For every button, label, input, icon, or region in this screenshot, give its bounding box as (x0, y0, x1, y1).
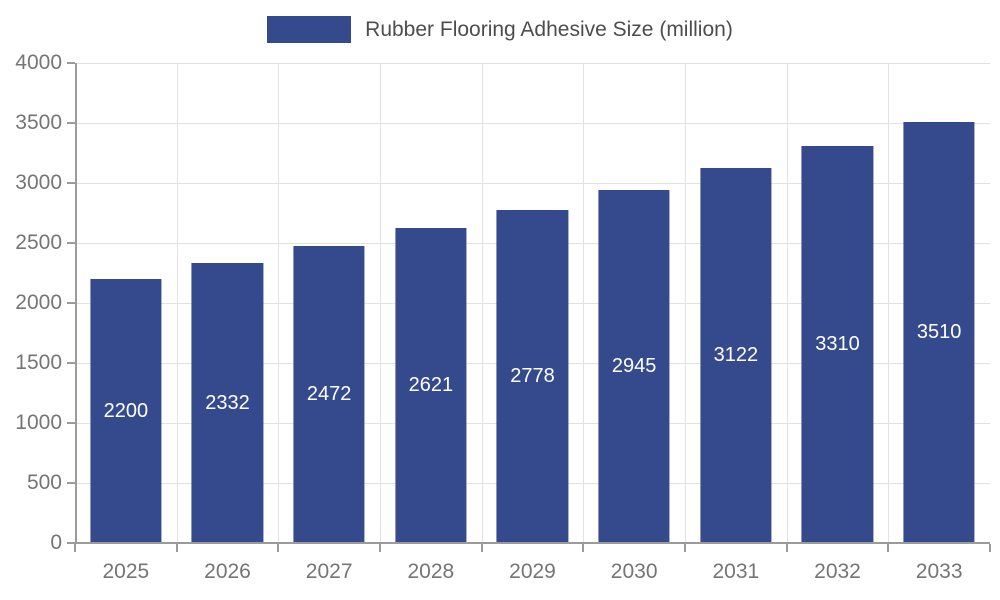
x-axis-tick (684, 544, 686, 552)
y-axis-tick-label: 3000 (15, 171, 62, 194)
x-axis-tick (785, 544, 788, 552)
bar-slot: 3510 (888, 63, 990, 543)
legend-label: Rubber Flooring Adhesive Size (million) (365, 17, 733, 41)
y-axis-tick-label: 0 (50, 531, 62, 554)
gridline-horizontal (75, 123, 990, 124)
plot-area: 2200 2332 2472 2621 2778 2945 3122 3310 3510 (75, 63, 990, 543)
bar-2027: 2472 (293, 246, 365, 543)
y-axis-tick-label: 2000 (15, 291, 62, 314)
y-axis-tick (67, 242, 75, 244)
bar-2030: 2945 (598, 189, 670, 543)
bar-slot: 2200 (75, 63, 177, 543)
x-axis-category-label: 2026 (204, 560, 251, 583)
bar-value-label: 3122 (713, 344, 759, 367)
bar-value-label: 3310 (815, 332, 860, 355)
x-axis-tick (277, 544, 280, 552)
y-axis-tick (67, 62, 75, 64)
x-axis-tick (480, 544, 483, 552)
bar-value-label: 3510 (916, 320, 962, 343)
bar-value-label: 2621 (408, 374, 454, 397)
gridline-vertical (888, 63, 890, 543)
x-axis-category-label: 2032 (814, 560, 861, 583)
x-axis-line (75, 542, 990, 544)
bar-2026: 2332 (191, 263, 264, 543)
y-axis-tick (67, 182, 75, 184)
gridline-vertical (278, 63, 280, 543)
gridline-vertical (786, 63, 788, 543)
y-axis-tick-label: 1000 (15, 411, 62, 434)
bar-slot: 2332 (177, 63, 279, 543)
gridline-horizontal (75, 63, 990, 64)
x-axis-category-label: 2030 (610, 560, 658, 583)
x-axis-category-label: 2029 (509, 560, 556, 583)
gridline-vertical (583, 63, 585, 543)
bar-2031: 3122 (700, 168, 772, 543)
y-axis-tick (67, 422, 75, 424)
legend-swatch (267, 16, 352, 43)
y-axis-tick-label: 2500 (15, 231, 62, 254)
y-axis-tick-label: 4000 (15, 51, 62, 74)
gridline-vertical (176, 63, 178, 543)
bar-slot: 2945 (583, 63, 685, 543)
y-axis-line (75, 63, 77, 544)
gridline-horizontal (75, 183, 990, 184)
y-axis-tick (67, 482, 75, 484)
bar-slot: 2472 (278, 63, 380, 543)
y-axis-tick (67, 122, 75, 124)
bar-value-label: 2472 (306, 383, 352, 406)
bar-2032: 3310 (801, 145, 874, 543)
bar-slot: 3122 (685, 63, 787, 543)
y-axis-tick-label: 3500 (15, 111, 62, 134)
bar-2029: 2778 (496, 209, 569, 543)
x-axis-category-label: 2025 (102, 560, 150, 583)
gridline-vertical (379, 63, 381, 543)
bar-value-label: 2332 (205, 391, 250, 414)
x-axis-tick (74, 544, 76, 552)
x-axis-category-label: 2028 (407, 560, 455, 583)
gridline-vertical (684, 63, 686, 543)
x-axis-category-label: 2027 (305, 560, 353, 583)
x-axis-tick (582, 544, 585, 552)
x-axis-tick (379, 544, 381, 552)
gridline-vertical (481, 63, 483, 543)
bar-value-label: 2778 (510, 364, 555, 387)
x-axis-tick (887, 544, 890, 552)
y-axis-tick (67, 302, 75, 304)
bar-2033: 3510 (903, 121, 975, 543)
x-axis-category-label: 2031 (712, 560, 760, 583)
x-axis-tick (175, 544, 178, 552)
y-axis-tick-label: 500 (26, 471, 62, 494)
bar-2028: 2621 (395, 228, 467, 543)
y-axis-tick (67, 542, 75, 544)
y-axis-tick (67, 362, 75, 364)
bar-slot: 2778 (482, 63, 584, 543)
x-axis-tick (989, 544, 991, 552)
chart-legend: Rubber Flooring Adhesive Size (million) (0, 16, 1000, 43)
bar-2025: 2200 (90, 279, 162, 543)
bar-value-label: 2200 (103, 399, 149, 422)
bar-slot: 2621 (380, 63, 482, 543)
bar-slot: 3310 (787, 63, 889, 543)
y-axis-tick-label: 1500 (15, 351, 62, 374)
bar-value-label: 2945 (611, 354, 657, 377)
x-axis-category-label: 2033 (915, 560, 963, 583)
